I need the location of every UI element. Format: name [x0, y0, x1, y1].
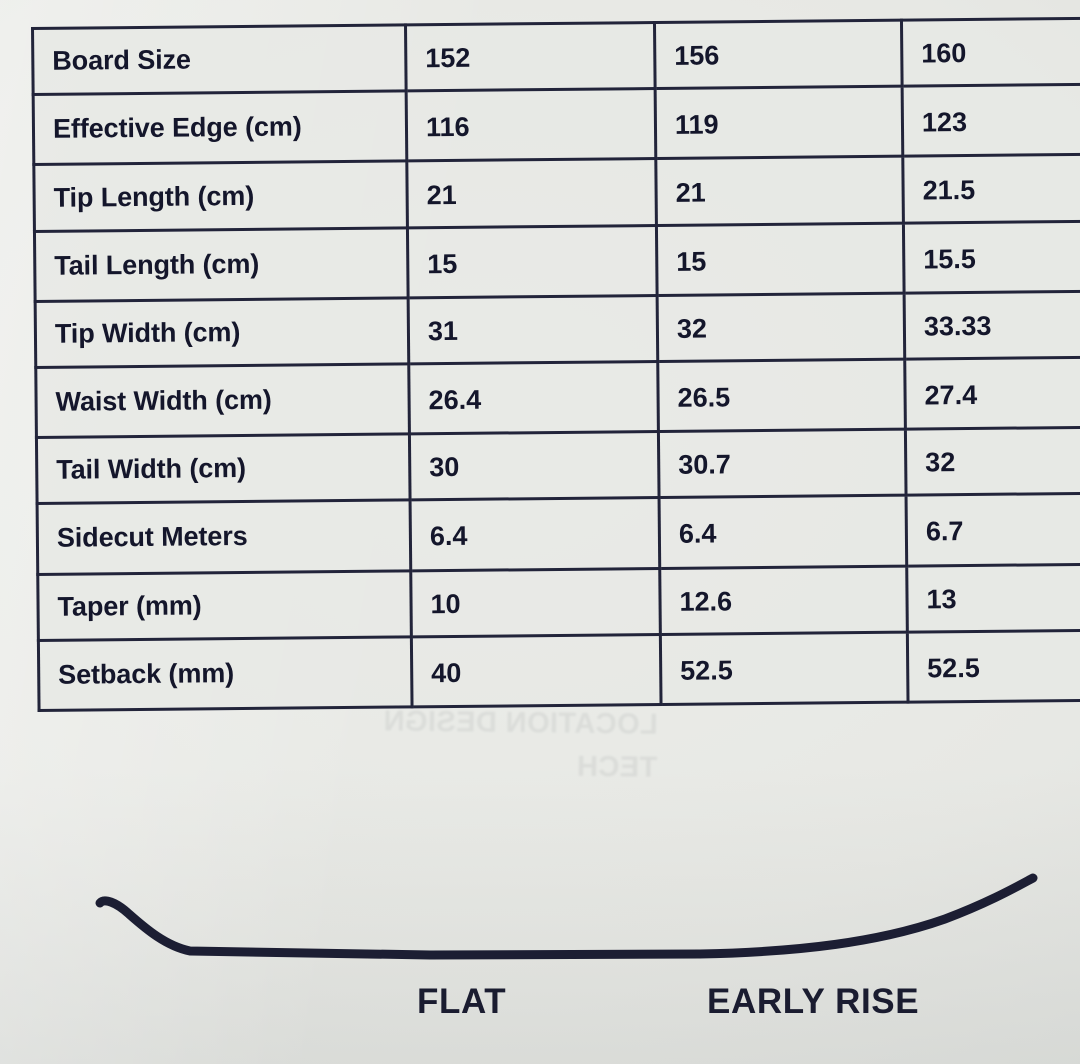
- snowboard-profile-svg: [95, 873, 1038, 960]
- row-label-cell: Waist Width (cm): [35, 363, 410, 438]
- spec-table-body: Board Size 152 156 160 Effective Edge (cm) 11…: [32, 17, 1080, 711]
- value-cell: 27.4: [904, 356, 1080, 430]
- row-label-cell: Board Size: [32, 24, 407, 95]
- value-cell: 15: [656, 222, 905, 296]
- row-label-cell: Sidecut Meters: [37, 500, 411, 574]
- value-cell: 152: [405, 22, 656, 92]
- value-cell: 12.6: [659, 565, 908, 635]
- row-label-cell: Effective Edge (cm): [33, 91, 407, 165]
- flat-section-label: FLAT: [417, 982, 507, 1021]
- table-row: Tail Width (cm) 30 30.7 32: [36, 426, 1080, 504]
- value-cell: 31: [408, 295, 658, 364]
- value-cell: 15.5: [903, 220, 1080, 293]
- table-row: Sidecut Meters 6.4 6.4 6.7: [37, 493, 1080, 574]
- value-cell: 40: [411, 634, 662, 707]
- value-cell: 21.5: [902, 154, 1080, 223]
- table-row: Effective Edge (cm) 116 119 123: [33, 84, 1080, 165]
- value-cell: 123: [902, 84, 1080, 157]
- value-cell: 33.33: [904, 290, 1080, 360]
- value-cell: 15: [407, 225, 658, 298]
- value-cell: 21: [655, 156, 904, 226]
- value-cell: 52.5: [660, 631, 909, 705]
- value-cell: 6.4: [659, 495, 907, 568]
- table-row: Tip Width (cm) 31 32 33.33: [35, 290, 1080, 368]
- row-label-cell: Tail Length (cm): [34, 227, 409, 302]
- early-rise-section-label: EARLY RISE: [707, 982, 920, 1021]
- row-label-cell: Tip Length (cm): [33, 161, 408, 232]
- value-cell: 30: [409, 431, 660, 501]
- table-row: Tail Length (cm) 15 15 15.5: [34, 220, 1080, 302]
- value-cell: 26.5: [657, 359, 906, 432]
- table-row: Board Size 152 156 160: [32, 17, 1080, 95]
- value-cell: 119: [655, 86, 903, 159]
- value-cell: 32: [657, 292, 905, 362]
- value-cell: 52.5: [907, 629, 1080, 703]
- value-cell: 156: [654, 20, 903, 89]
- table-row: Setback (mm) 40 52.5 52.5: [38, 629, 1080, 711]
- value-cell: 10: [410, 567, 661, 637]
- table-row: Waist Width (cm) 26.4 26.5 27.4: [35, 356, 1080, 438]
- row-label-cell: Taper (mm): [37, 570, 412, 641]
- value-cell: 13: [906, 563, 1080, 632]
- value-cell: 6.7: [906, 493, 1080, 566]
- value-cell: 116: [406, 88, 656, 162]
- value-cell: 160: [901, 17, 1080, 87]
- value-cell: 30.7: [658, 429, 907, 498]
- snowboard-profile-diagram: [0, 836, 1080, 996]
- table-row: Taper (mm) 10 12.6 13: [37, 563, 1080, 641]
- row-label-cell: Setback (mm): [38, 636, 413, 711]
- table-row: Tip Length (cm) 21 21 21.5: [33, 154, 1080, 232]
- value-cell: 21: [406, 158, 657, 228]
- value-cell: 32: [905, 426, 1080, 496]
- profile-label-row: FLAT EARLY RISE: [0, 982, 1080, 1038]
- snowboard-base-curve: [95, 873, 1038, 960]
- row-label-cell: Tail Width (cm): [36, 434, 411, 504]
- spec-table-container: Board Size 152 156 160 Effective Edge (cm) 11…: [31, 16, 1080, 712]
- row-label-cell: Tip Width (cm): [35, 297, 409, 368]
- value-cell: 26.4: [408, 361, 659, 435]
- spec-table: Board Size 152 156 160 Effective Edge (cm) 11…: [31, 16, 1080, 712]
- value-cell: 6.4: [410, 497, 660, 571]
